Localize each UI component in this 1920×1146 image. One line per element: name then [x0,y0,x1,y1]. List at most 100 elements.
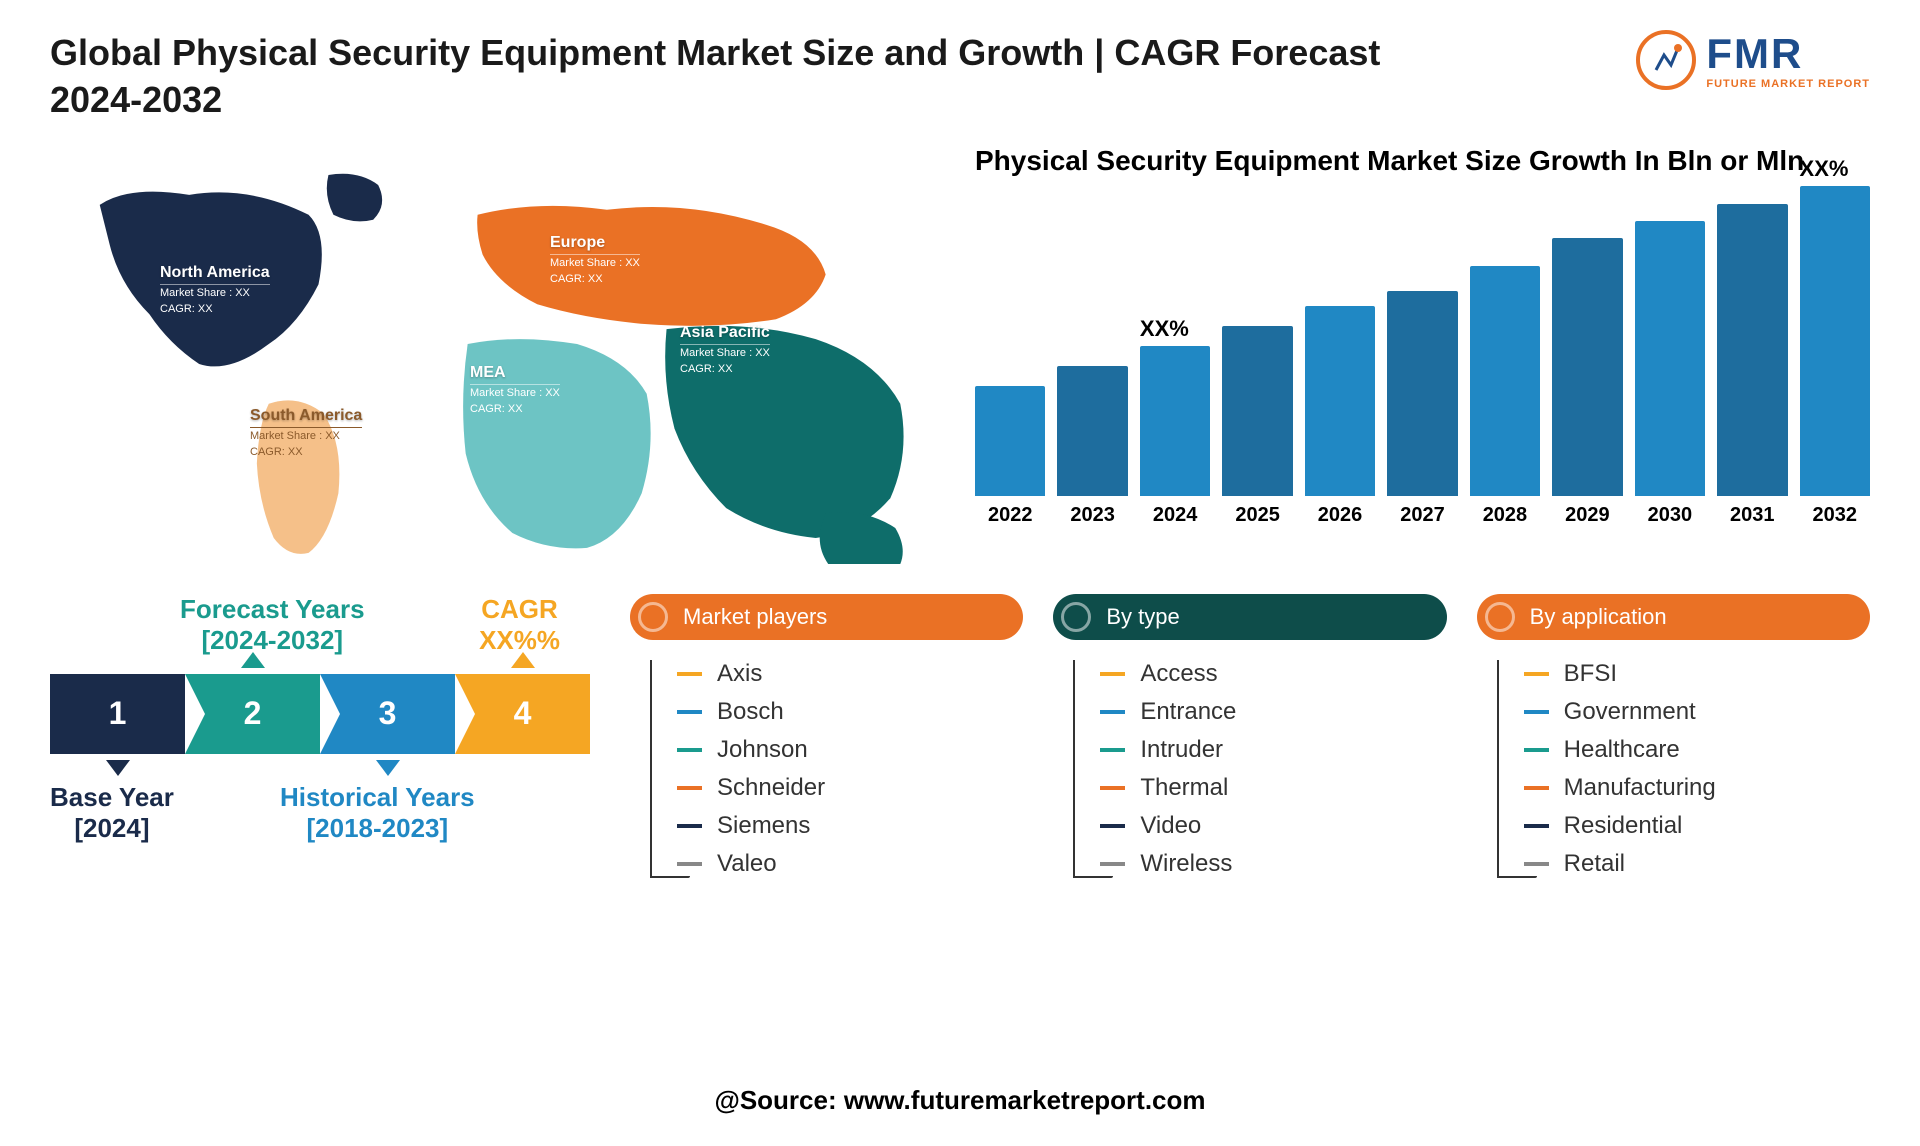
list-item: Retail [1524,850,1870,878]
bar-group: 2028 [1470,266,1540,527]
list-item: Bosch [677,698,1023,726]
timeline-cell-2: 2 [185,674,320,754]
list-item-label: Siemens [717,812,810,840]
by-application-column: By application BFSI Government Healthcare M… [1477,594,1870,888]
list-item: Johnson [677,736,1023,764]
bar-group: 2031 [1717,204,1787,527]
list-item-label: Government [1564,698,1696,726]
list-item-label: Access [1140,660,1217,688]
bar-group: XX%2024 [1140,346,1210,527]
list-item: Axis [677,660,1023,688]
bar: XX% [1800,186,1870,496]
list-dash-icon [1524,824,1549,828]
list-dash-icon [677,862,702,866]
list-item: Residential [1524,812,1870,840]
bar [1222,326,1292,496]
list-item-label: Healthcare [1564,736,1680,764]
list-item-label: Bosch [717,698,784,726]
logo: FMR FUTURE MARKET REPORT [1636,30,1870,90]
bar-year-label: 2024 [1153,504,1198,527]
bar-year-label: 2026 [1318,504,1363,527]
forecast-years-label: Forecast Years[2024-2032] [180,594,365,656]
map-label-sa: South America [250,407,362,425]
chart-title: Physical Security Equipment Market Size … [975,144,1870,178]
list-item-label: Residential [1564,812,1683,840]
market-players-header: Market players [630,594,1023,640]
bar-year-label: 2032 [1813,504,1858,527]
list-item-label: Axis [717,660,762,688]
list-dash-icon [677,824,702,828]
bar [1470,266,1540,496]
by-type-header: By type [1053,594,1446,640]
list-item-label: Video [1140,812,1201,840]
bar-group: 2026 [1305,306,1375,527]
bar-chart: 20222023XX%20242025202620272028202920302… [975,187,1870,527]
source-attribution: @Source: www.futuremarketreport.com [714,1085,1205,1116]
timeline-cell-1: 1 [50,674,185,754]
timeline-cell-3: 3 [320,674,455,754]
list-item: Thermal [1100,774,1446,802]
list-item: Video [1100,812,1446,840]
bar [975,386,1045,496]
bar-year-label: 2023 [1070,504,1115,527]
list-dash-icon [1100,748,1125,752]
list-item: Entrance [1100,698,1446,726]
bar-group: 2025 [1222,326,1292,527]
logo-text: FMR [1706,30,1870,78]
bar-group: 2029 [1552,238,1622,527]
list-dash-icon [677,786,702,790]
list-item-label: Entrance [1140,698,1236,726]
bar-group: 2022 [975,386,1045,527]
bar [1387,291,1457,496]
bar-year-label: 2022 [988,504,1033,527]
logo-tagline: FUTURE MARKET REPORT [1706,78,1870,90]
list-item-label: Retail [1564,850,1625,878]
bar-year-label: 2027 [1400,504,1445,527]
historical-years-label: Historical Years[2018-2023] [280,782,475,844]
map-label-mea: MEA [470,364,560,382]
list-item: Healthcare [1524,736,1870,764]
list-item: Wireless [1100,850,1446,878]
page-title: Global Physical Security Equipment Marke… [50,30,1450,124]
list-dash-icon [1524,748,1549,752]
list-item-label: Intruder [1140,736,1223,764]
list-dash-icon [1100,786,1125,790]
list-dash-icon [1100,824,1125,828]
bar [1057,366,1127,496]
list-item: Access [1100,660,1446,688]
list-dash-icon [1100,672,1125,676]
list-dash-icon [677,672,702,676]
cagr-label: CAGRXX%% [479,594,560,656]
list-item: BFSI [1524,660,1870,688]
list-item: Manufacturing [1524,774,1870,802]
list-dash-icon [1100,710,1125,714]
list-item: Government [1524,698,1870,726]
by-application-header: By application [1477,594,1870,640]
bar [1717,204,1787,496]
timeline: Forecast Years[2024-2032] CAGRXX%% 1 2 3… [50,594,590,754]
list-dash-icon [1100,862,1125,866]
list-dash-icon [1524,672,1549,676]
list-item-label: Johnson [717,736,808,764]
map-label-na: North America [160,264,270,282]
bar [1305,306,1375,496]
list-item-label: Schneider [717,774,825,802]
bar-group: 2030 [1635,221,1705,527]
map-label-ap: Asia Pacific [680,324,770,342]
bar-year-label: 2029 [1565,504,1610,527]
list-dash-icon [1524,710,1549,714]
list-item: Siemens [677,812,1023,840]
list-item-label: BFSI [1564,660,1617,688]
bar-group: 2023 [1057,366,1127,527]
bar [1552,238,1622,496]
list-item-label: Wireless [1140,850,1232,878]
market-players-column: Market players Axis Bosch Johnson Schneider… [630,594,1023,888]
list-item-label: Manufacturing [1564,774,1716,802]
list-item: Intruder [1100,736,1446,764]
world-map: North America Market Share : XX CAGR: XX… [50,144,945,564]
bar-annotation: XX% [1140,316,1189,342]
logo-icon [1636,30,1696,90]
list-dash-icon [1524,786,1549,790]
bar-year-label: 2025 [1235,504,1280,527]
list-dash-icon [1524,862,1549,866]
